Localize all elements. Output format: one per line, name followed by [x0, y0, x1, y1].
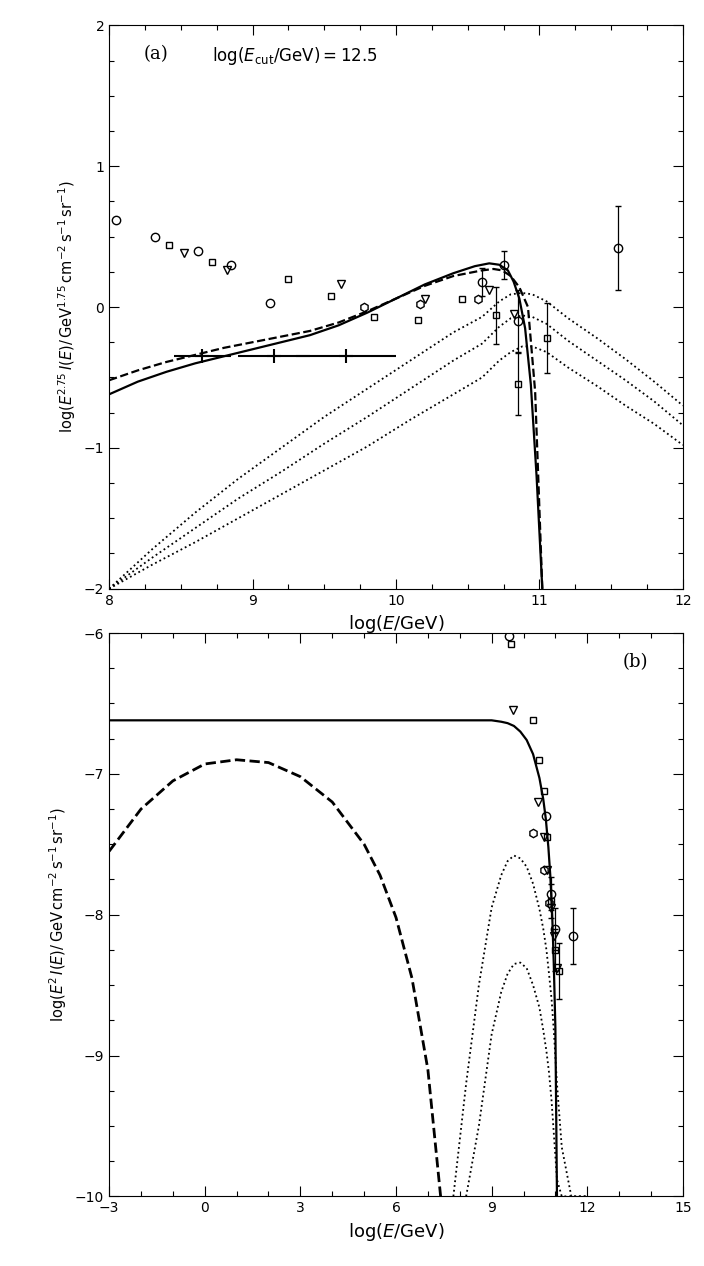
Y-axis label: $\log(E^{2.75}\,I(E)/\,\mathrm{GeV}^{1.75}\,\mathrm{cm}^{-2}\,\mathrm{s}^{-1}\,\: $\log(E^{2.75}\,I(E)/\,\mathrm{GeV}^{1.7… — [56, 181, 78, 433]
Text: $\log(E_{\mathrm{cut}}/\mathrm{GeV}) = 12.5$: $\log(E_{\mathrm{cut}}/\mathrm{GeV}) = 1… — [213, 46, 378, 67]
X-axis label: $\log(E/\mathrm{GeV})$: $\log(E/\mathrm{GeV})$ — [348, 613, 444, 636]
Text: (b): (b) — [622, 653, 648, 671]
Y-axis label: $\log(E^{2}\,I(E)/\,\mathrm{GeV}\,\mathrm{cm}^{-2}\,\mathrm{s}^{-1}\,\mathrm{sr}: $\log(E^{2}\,I(E)/\,\mathrm{GeV}\,\mathr… — [48, 808, 70, 1022]
X-axis label: $\log(E/\mathrm{GeV})$: $\log(E/\mathrm{GeV})$ — [348, 1220, 444, 1243]
Text: (a): (a) — [144, 46, 168, 63]
